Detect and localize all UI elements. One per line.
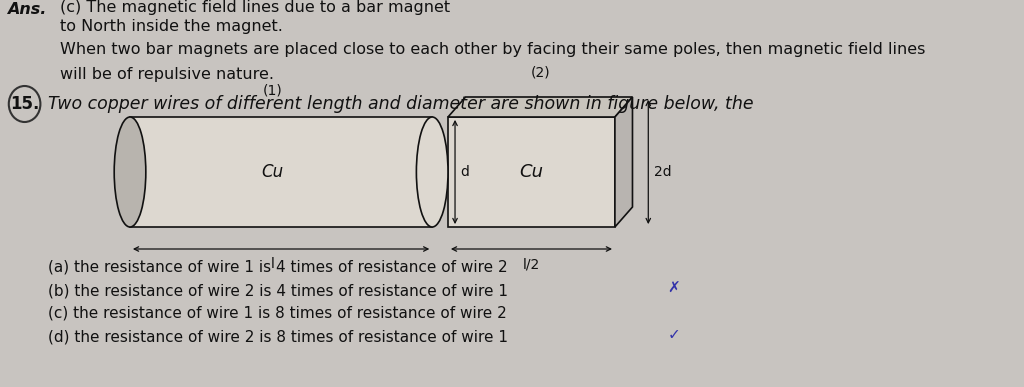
- Text: to North inside the magnet.: to North inside the magnet.: [59, 19, 283, 34]
- Ellipse shape: [115, 117, 145, 227]
- Bar: [130, 117, 432, 227]
- Text: (b) the resistance of wire 2 is 4 times of resistance of wire 1: (b) the resistance of wire 2 is 4 times …: [48, 283, 508, 298]
- Text: 2d: 2d: [653, 165, 671, 179]
- Text: Cu: Cu: [261, 163, 284, 181]
- Text: ✓: ✓: [668, 327, 680, 342]
- Text: (c) The magnetic field lines due to a bar magnet: (c) The magnetic field lines due to a ba…: [59, 0, 450, 15]
- Text: ✗: ✗: [668, 281, 680, 296]
- Text: Two copper wires of different length and diameter are shown in figure below, the: Two copper wires of different length and…: [48, 95, 754, 113]
- Text: (d) the resistance of wire 2 is 8 times of resistance of wire 1: (d) the resistance of wire 2 is 8 times …: [48, 329, 508, 344]
- Polygon shape: [449, 97, 633, 117]
- Text: Cu: Cu: [519, 163, 544, 181]
- Text: l/2: l/2: [523, 257, 540, 271]
- Text: l: l: [270, 257, 274, 271]
- Text: (a) the resistance of wire 1 is 4 times of resistance of wire 2: (a) the resistance of wire 1 is 4 times …: [48, 260, 508, 275]
- Text: When two bar magnets are placed close to each other by facing their same poles, : When two bar magnets are placed close to…: [59, 42, 925, 57]
- Text: d: d: [461, 165, 469, 179]
- Text: (2): (2): [530, 65, 550, 79]
- Text: will be of repulsive nature.: will be of repulsive nature.: [59, 67, 273, 82]
- Text: 15.: 15.: [10, 95, 39, 113]
- Text: (c) the resistance of wire 1 is 8 times of resistance of wire 2: (c) the resistance of wire 1 is 8 times …: [48, 306, 507, 321]
- Polygon shape: [614, 97, 633, 227]
- Bar: [449, 117, 614, 227]
- Text: Ans.: Ans.: [7, 2, 46, 17]
- Ellipse shape: [417, 117, 449, 227]
- Text: (1): (1): [262, 83, 283, 97]
